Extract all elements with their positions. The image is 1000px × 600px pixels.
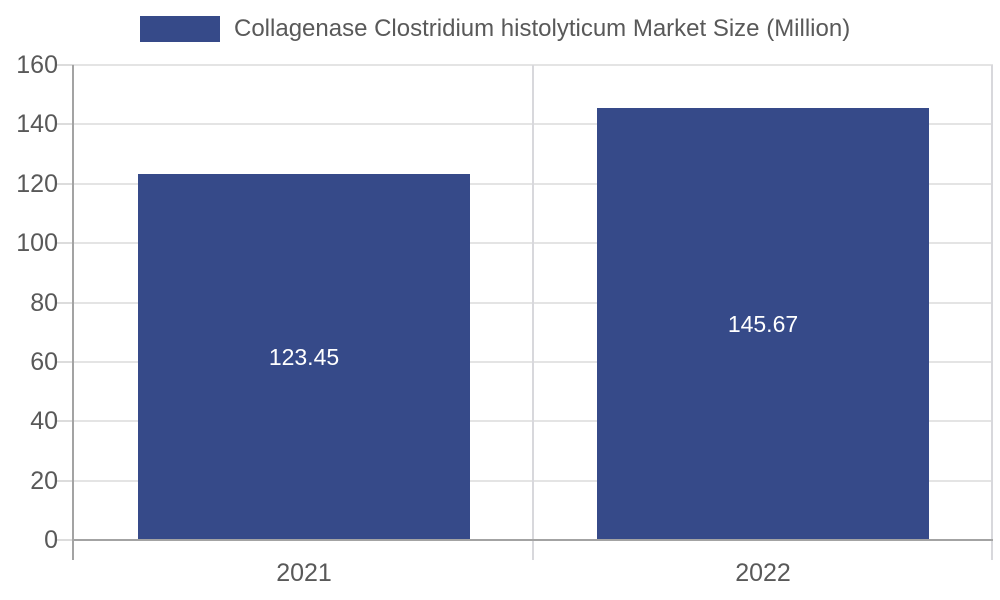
bar-value-label: 123.45 [268,344,340,370]
y-axis-line [72,65,74,560]
y-axis-tick-mark [55,64,74,66]
y-axis-tick-mark [55,302,74,304]
x-axis-tick-label: 2022 [735,559,791,587]
category-separator-line [532,65,534,560]
bar-2021[interactable] [138,174,470,539]
y-axis-tick-mark [55,480,74,482]
y-axis-tick-mark [55,123,74,125]
y-axis-tick-label: 20 [30,467,58,495]
bar-2022[interactable] [597,108,929,539]
y-axis-tick-label: 80 [30,289,58,317]
y-axis-tick-mark [55,183,74,185]
y-axis-tick-label: 60 [30,348,58,376]
y-axis-tick-mark [55,420,74,422]
y-axis-tick-label: 0 [44,526,58,554]
y-axis-tick-label: 120 [16,170,58,198]
y-axis-tick-label: 40 [30,407,58,435]
legend-swatch [140,16,220,42]
y-axis-tick-label: 160 [16,51,58,79]
bar-value-label: 145.67 [727,311,799,337]
y-axis-tick-label: 140 [16,110,58,138]
legend-item[interactable]: Collagenase Clostridium histolyticum Mar… [140,14,850,44]
y-axis-tick-label: 100 [16,229,58,257]
y-axis-tick-mark [55,361,74,363]
category-separator-line [991,65,993,560]
x-axis-line [72,539,993,541]
x-axis-tick-label: 2021 [276,559,332,587]
legend-label: Collagenase Clostridium histolyticum Mar… [234,15,851,42]
y-axis-tick-mark [55,539,74,541]
y-axis-tick-mark [55,242,74,244]
